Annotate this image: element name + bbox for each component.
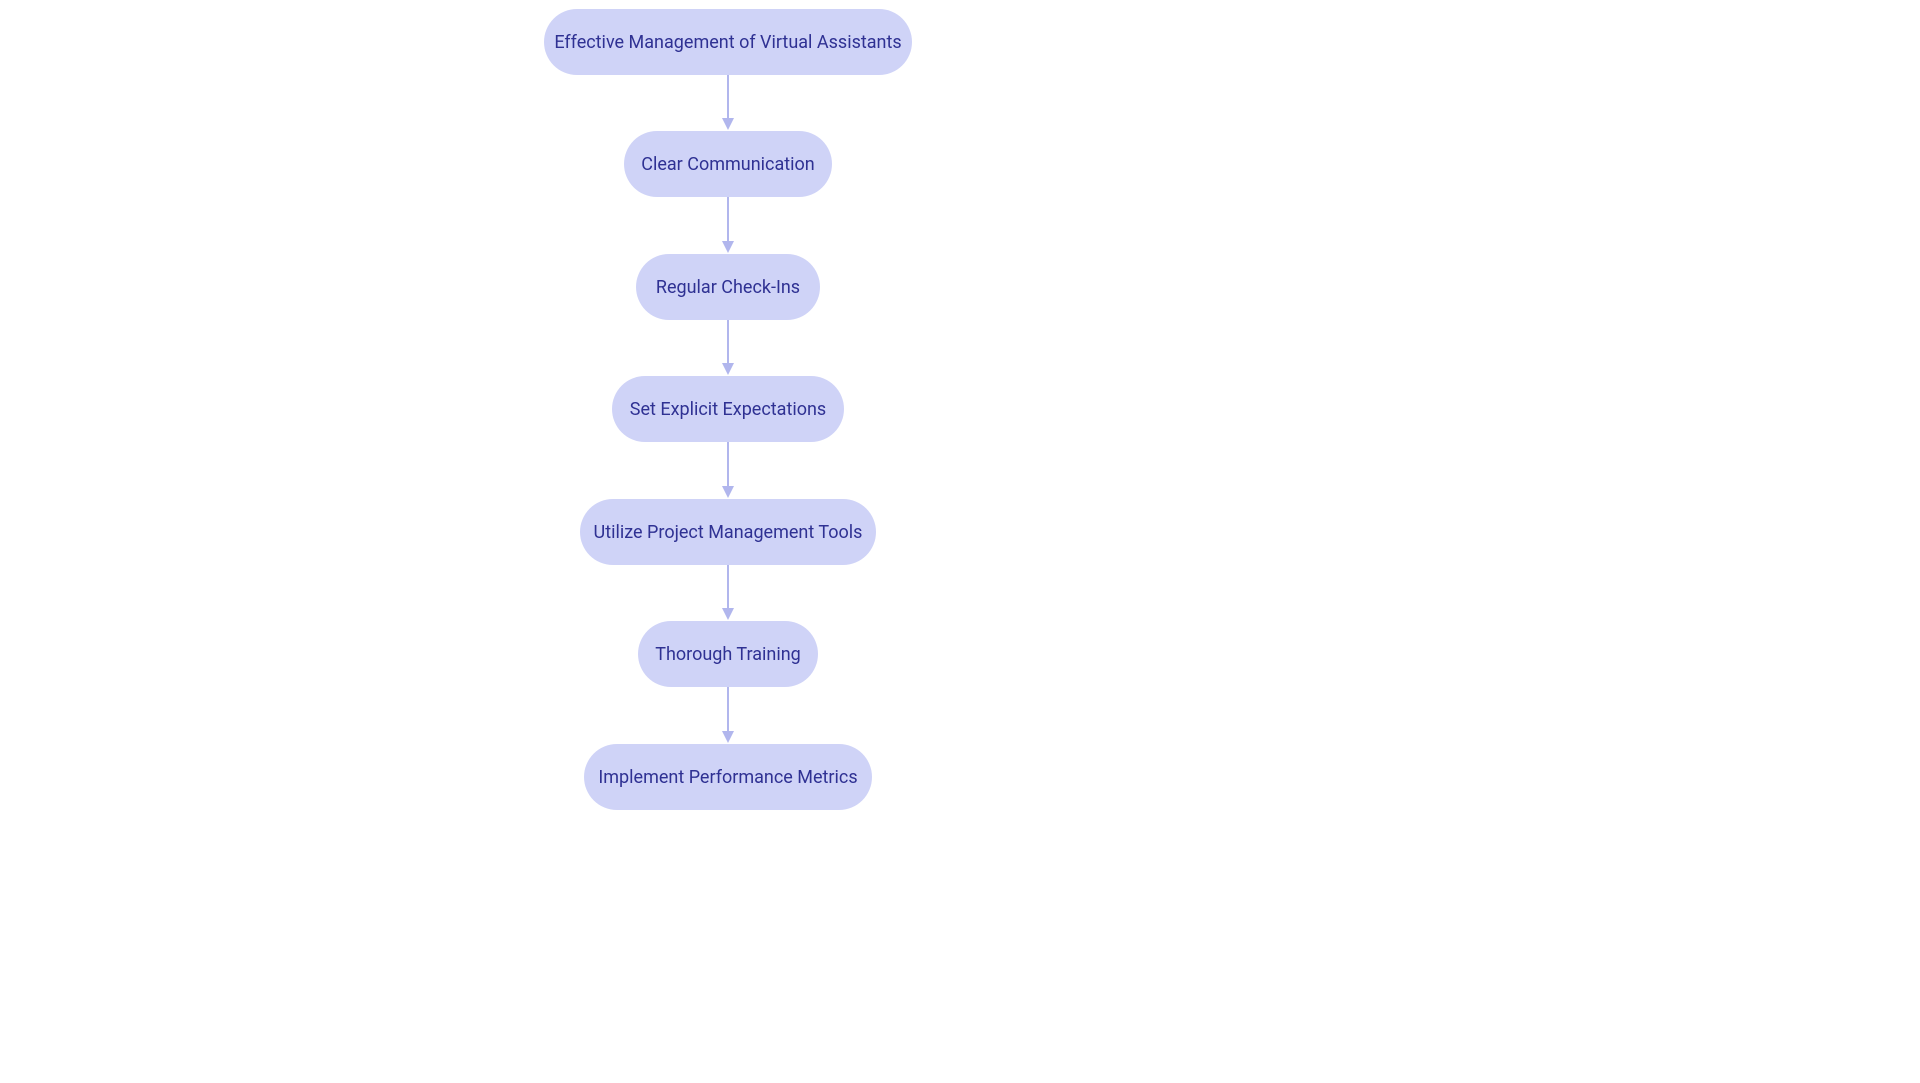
flowchart-arrow <box>727 320 729 364</box>
arrow-head-icon <box>722 731 734 743</box>
flowchart-node-label: Regular Check-Ins <box>656 277 800 298</box>
flowchart-node-label: Implement Performance Metrics <box>598 767 857 788</box>
flowchart-node: Clear Communication <box>624 131 832 197</box>
flowchart-node-label: Clear Communication <box>641 154 814 175</box>
flowchart-node-label: Effective Management of Virtual Assistan… <box>554 32 901 53</box>
flowchart-node: Implement Performance Metrics <box>584 744 872 810</box>
arrow-head-icon <box>722 118 734 130</box>
arrow-head-icon <box>722 363 734 375</box>
flowchart-node: Utilize Project Management Tools <box>580 499 876 565</box>
arrow-head-icon <box>722 241 734 253</box>
flowchart-arrow <box>727 442 729 487</box>
flowchart-node: Thorough Training <box>638 621 818 687</box>
flowchart-node: Set Explicit Expectations <box>612 376 844 442</box>
arrow-head-icon <box>722 608 734 620</box>
flowchart-arrow <box>727 75 729 119</box>
flowchart-node-label: Thorough Training <box>655 644 801 665</box>
flowchart-arrow <box>727 565 729 609</box>
flowchart-canvas: Effective Management of Virtual Assistan… <box>0 0 1920 1083</box>
flowchart-node-label: Set Explicit Expectations <box>630 399 826 420</box>
flowchart-arrow <box>727 687 729 732</box>
flowchart-node: Regular Check-Ins <box>636 254 820 320</box>
flowchart-node-label: Utilize Project Management Tools <box>594 522 863 543</box>
arrow-head-icon <box>722 486 734 498</box>
flowchart-arrow <box>727 197 729 242</box>
flowchart-node: Effective Management of Virtual Assistan… <box>544 9 912 75</box>
